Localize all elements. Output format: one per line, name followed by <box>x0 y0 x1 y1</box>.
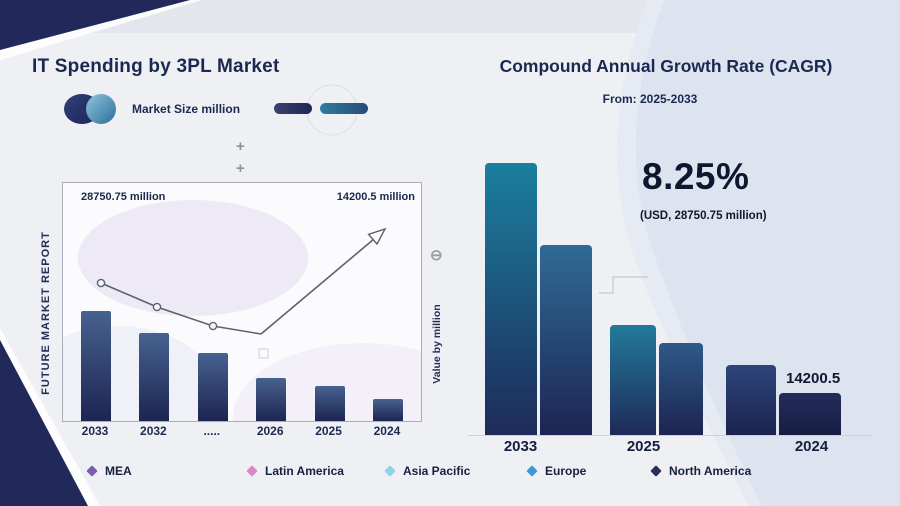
right-x-label-2033: 2033 <box>503 438 538 455</box>
right-chart-y-axis-label: Value by million <box>431 304 443 384</box>
plus-icon: + <box>236 160 245 177</box>
left-chart: 28750.75 million 14200.5 million <box>62 182 422 422</box>
left-x-label-2: 2032 <box>140 424 167 438</box>
right-bar-group-2025 <box>610 325 703 435</box>
left-x-label-1: 2033 <box>81 424 109 438</box>
wave-shape <box>635 0 900 506</box>
left-x-label-6: 2024 <box>373 424 401 438</box>
right-chart: 2033 2025 2024 <box>455 155 885 455</box>
market-size-label: Market Size million <box>132 102 241 116</box>
cylinder-front-shape <box>86 94 116 124</box>
min-value-label: 14200.5 million <box>336 191 415 203</box>
corner-highlight <box>0 0 202 60</box>
left-bar-3 <box>197 353 228 421</box>
square-decoration <box>258 348 269 359</box>
right-x-label-2024: 2024 <box>794 438 829 455</box>
right-bar-group-2024 <box>726 365 841 435</box>
right-bar-group-2033 <box>485 163 592 435</box>
legend-item-europe: Europe <box>526 464 587 478</box>
diamond-icon <box>650 465 662 477</box>
left-bar-1 <box>81 311 111 421</box>
circle-minus-icon: ⊖ <box>430 247 443 264</box>
diamond-icon <box>384 465 396 477</box>
right-bar-2024-2 <box>779 393 841 435</box>
cagr-value: 8.25% <box>642 156 750 197</box>
value-annotation: 14200.5 <box>786 370 841 387</box>
left-chart-title: IT Spending by 3PL Market <box>32 56 280 77</box>
pill-decoration-navy <box>274 103 312 114</box>
right-bar-2025-1 <box>610 325 656 435</box>
legend-item-asia-pacific: Asia Pacific <box>384 464 471 478</box>
plus-icon: + <box>236 138 245 155</box>
legend-label: Latin America <box>265 464 344 478</box>
left-bar-2 <box>139 333 170 421</box>
legend-label: Asia Pacific <box>403 464 471 478</box>
diamond-icon <box>246 465 258 477</box>
cagr-note: (USD, 28750.75 million) <box>640 210 767 222</box>
legend-label: MEA <box>105 464 132 478</box>
left-x-label-4: 2026 <box>256 424 284 438</box>
market-size-legend: Market Size million <box>64 92 240 126</box>
left-chart-y-axis-label: FUTURE MARKET REPORT <box>40 231 52 395</box>
right-bar-2025-2 <box>659 343 703 435</box>
legend-label: North America <box>669 464 752 478</box>
corner-highlight-bottom <box>0 328 100 506</box>
step-decoration <box>599 276 648 294</box>
left-chart-bars <box>81 311 403 421</box>
diamond-icon <box>86 465 98 477</box>
right-bar-2033-2 <box>540 245 592 435</box>
legend-label: Europe <box>545 464 587 478</box>
left-bar-6 <box>372 399 403 421</box>
right-bar-2033-1 <box>485 163 537 435</box>
legend-item-latin-america: Latin America <box>246 464 344 478</box>
legend-item-north-america: North America <box>650 464 752 478</box>
navy-corner-bottom-left <box>0 340 88 506</box>
region-legend: MEA Latin America Asia Pacific Europe North … <box>0 464 900 486</box>
left-chart-x-labels: 2033 2032..... 2026 2025 2024 <box>80 424 402 438</box>
left-x-label-5: 2025 <box>315 424 342 438</box>
right-chart-title: Compound Annual Growth Rate (CAGR) <box>499 56 833 76</box>
left-bar-4 <box>256 378 287 421</box>
left-x-label-3: ..... <box>203 424 221 438</box>
right-chart-baseline <box>468 435 872 436</box>
pill-decoration-teal <box>320 103 368 114</box>
max-value-label: 28750.75 million <box>81 191 166 203</box>
right-x-label-2025: 2025 <box>626 438 661 455</box>
right-chart-subtitle: From: 2025-2033 <box>602 92 698 106</box>
left-bar-5 <box>314 386 345 421</box>
navy-corner-top-left <box>0 0 190 50</box>
cylinder-icon <box>64 92 118 126</box>
right-bar-2024-1 <box>726 365 776 435</box>
legend-item-mea: MEA <box>86 464 132 478</box>
diamond-icon <box>526 465 538 477</box>
